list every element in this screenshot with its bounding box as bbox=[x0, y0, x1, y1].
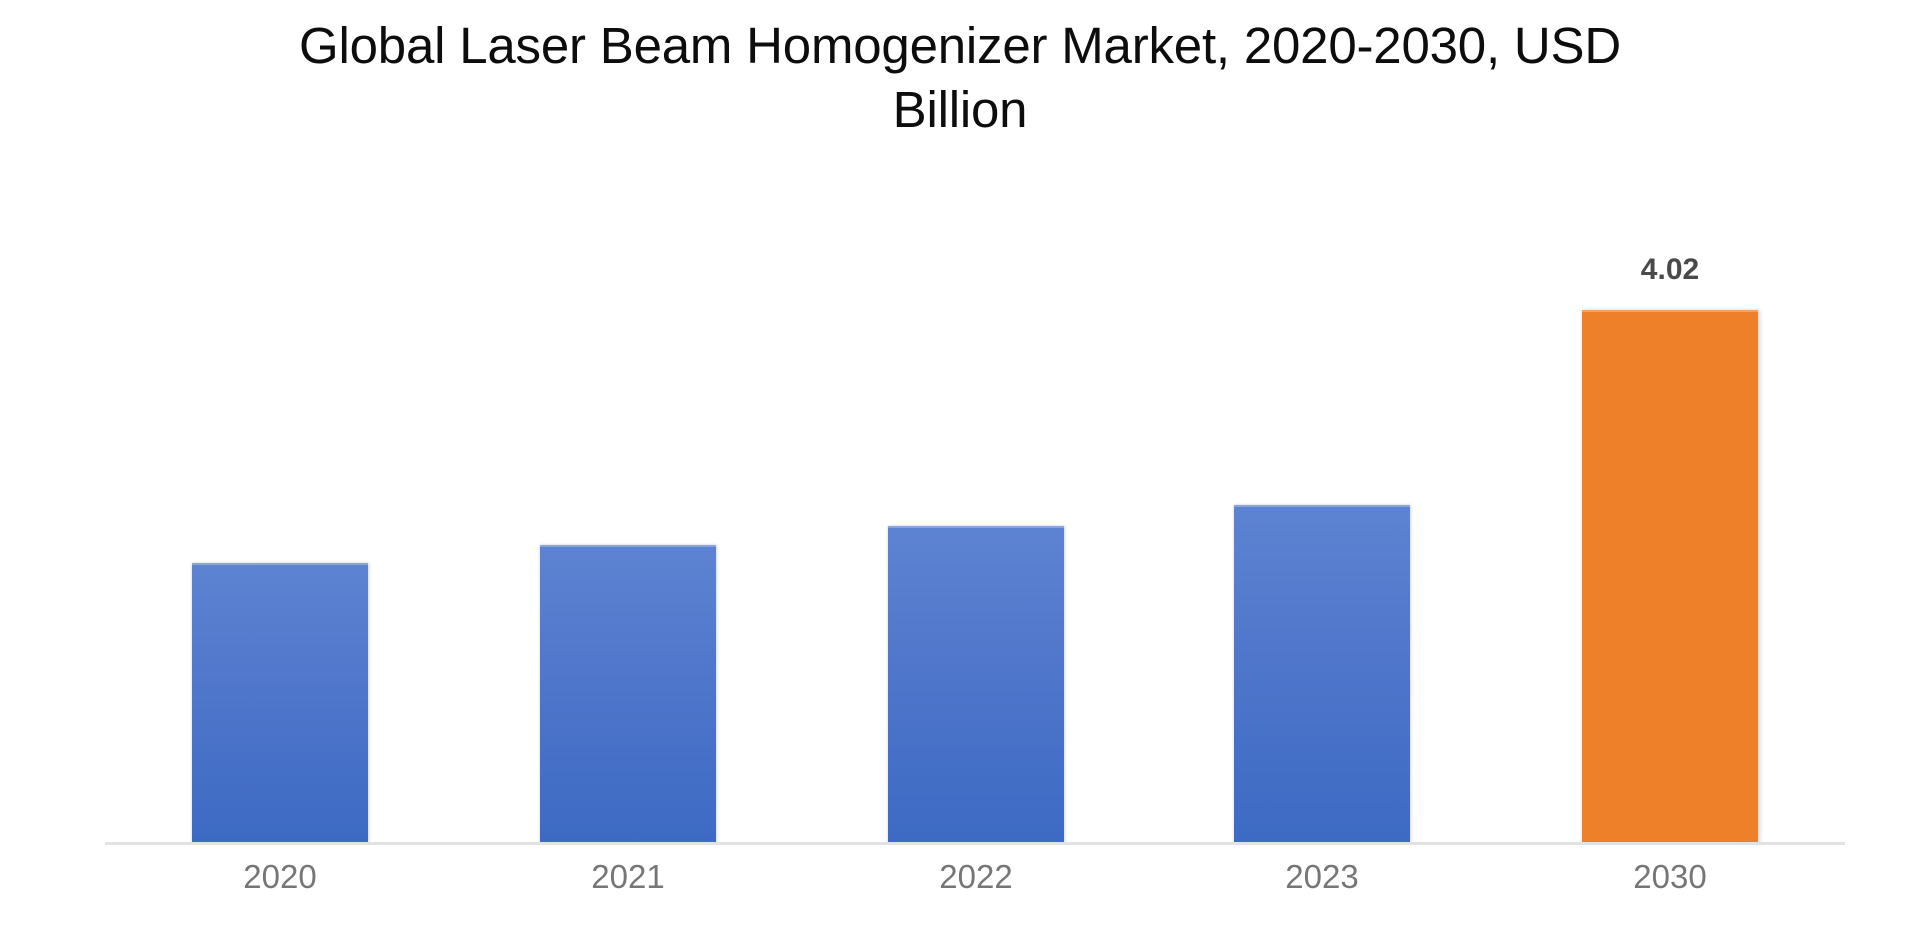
chart-title: Global Laser Beam Homogenizer Market, 20… bbox=[299, 17, 1621, 139]
bar-2020[interactable] bbox=[192, 563, 368, 843]
x-axis-label-2020: 2020 bbox=[243, 858, 317, 895]
bar-2021[interactable] bbox=[540, 545, 716, 843]
bar-2030[interactable] bbox=[1582, 310, 1758, 843]
data-label-2030: 4.02 bbox=[1640, 253, 1700, 286]
x-axis-label-2023: 2023 bbox=[1285, 858, 1359, 895]
bar-2022[interactable] bbox=[888, 526, 1064, 843]
bar-top-highlight bbox=[888, 526, 1064, 528]
bar-top-highlight bbox=[1582, 310, 1758, 312]
x-axis-label-2022: 2022 bbox=[939, 858, 1013, 895]
bar-2023[interactable] bbox=[1234, 505, 1410, 843]
x-axis-line bbox=[105, 842, 1845, 845]
x-axis-label-2021: 2021 bbox=[591, 858, 665, 895]
bar-top-highlight bbox=[1234, 505, 1410, 507]
bar-top-highlight bbox=[192, 563, 368, 565]
x-axis-label-2030: 2030 bbox=[1633, 858, 1707, 895]
bar-top-highlight bbox=[540, 545, 716, 547]
